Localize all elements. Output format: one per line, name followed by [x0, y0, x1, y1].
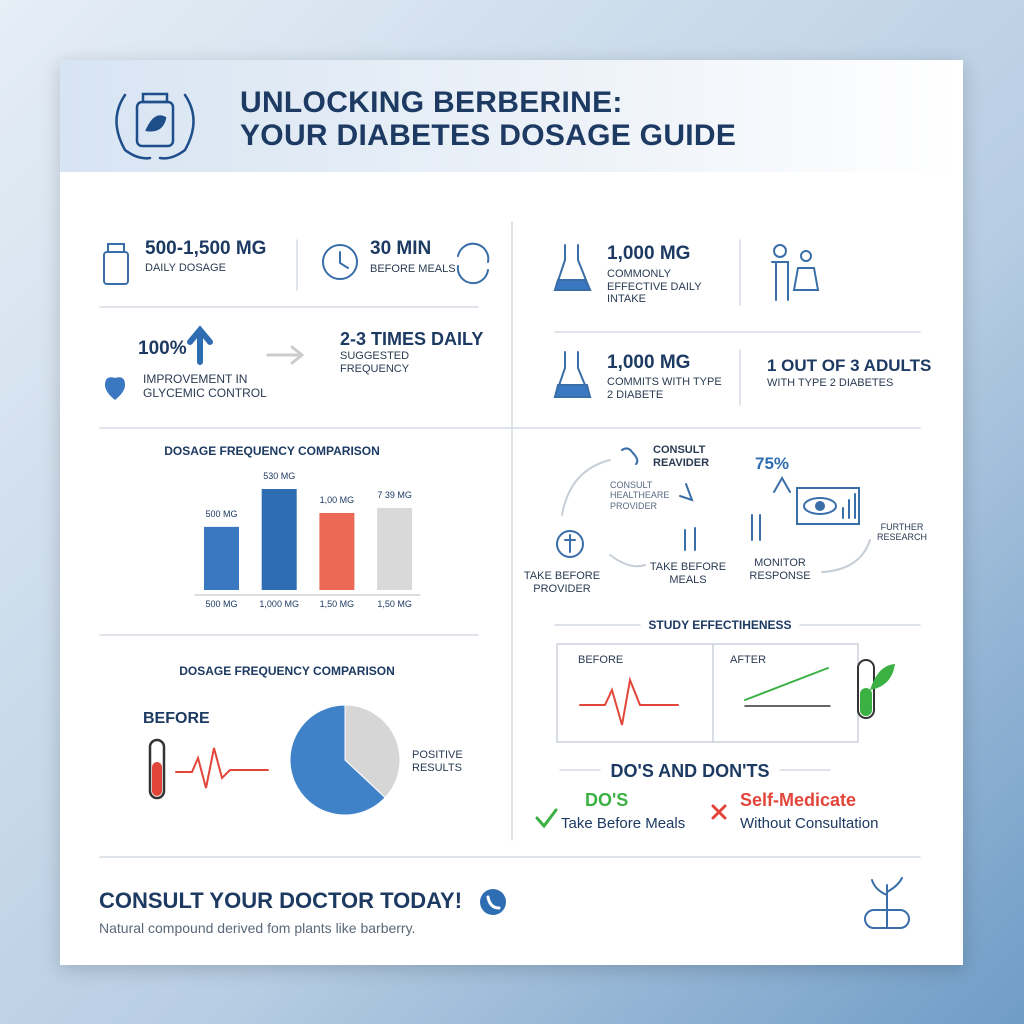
dos-item: Take Before Meals	[561, 815, 686, 832]
x-tick-label: 1,50 MG	[320, 599, 355, 609]
icons	[103, 242, 910, 929]
flow-label: TAKE BEFORE PROVIDER	[523, 570, 601, 595]
bar	[261, 489, 297, 590]
footer-cta: CONSULT YOUR DOCTOR TODAY!	[99, 888, 463, 913]
flow-percent: 75%	[755, 454, 790, 473]
chart-title: DOSAGE FREQUENCY COMPARISON	[179, 664, 395, 678]
stat-label: WITH TYPE 2 DIABETES	[767, 377, 894, 389]
logo	[115, 92, 195, 160]
x-tick-label: 1,000 MG	[259, 599, 299, 609]
flow-label: MONITOR RESPONSE	[749, 557, 811, 582]
flow-label: CONSULT HEALTHEARE PROVIDER	[610, 480, 670, 511]
bar	[204, 526, 239, 590]
footer-note: Natural compound derived fom plants like…	[99, 920, 416, 936]
donts-heading: Self-Medicate	[740, 790, 857, 810]
stat-value: 100%	[138, 338, 187, 359]
title-line: YOUR DIABETES DOSAGE GUIDE	[240, 119, 737, 152]
cross-icon	[711, 804, 727, 820]
stat-value: 1 OUT OF 3 ADULTS	[767, 356, 932, 375]
flow-label: FURTHER RESEARCH	[876, 522, 927, 543]
pie-slice	[289, 704, 386, 816]
pie-label: POSITIVE RESULTS	[412, 749, 463, 774]
header-band	[60, 60, 963, 172]
x-tick-label: 500 MG	[205, 599, 237, 609]
stat-value: 30 MIN	[370, 238, 432, 259]
stat-label: COMMONLY EFFECTIVE DAILY INTAKE	[607, 268, 702, 306]
bar	[377, 507, 413, 590]
stat-label: IMPROVEMENT IN GLYCEMIC CONTROL	[143, 372, 267, 400]
title-line: UNLOCKING BERBERINE:	[240, 86, 623, 119]
stat-value: 1,000 MG	[607, 243, 691, 264]
stat-label: DAILY DOSAGE	[145, 262, 226, 274]
donts-item: Without Consultation	[740, 815, 879, 832]
x-tick-label: 1,50 MG	[377, 599, 412, 609]
charts: 500 MG 500 MG 530 MG 1,000 MG 1,00 MG 1,50 MG…	[194, 471, 421, 816]
before-tube	[148, 738, 269, 800]
stat-label: BEFORE MEALS	[370, 263, 456, 275]
dos-heading: DO'S	[585, 790, 629, 810]
stat-value: 500-1,500 MG	[145, 238, 267, 259]
dividers	[99, 221, 921, 858]
chart-title: DOSAGE FREQUENCY COMPARISON	[164, 444, 380, 458]
bar-annotation: 530 MG	[263, 471, 295, 481]
pie-slice	[344, 704, 401, 799]
bar-annotation: 500 MG	[205, 509, 237, 519]
study-box	[556, 643, 895, 743]
stat-value: 2-3 TIMES DAILY	[340, 329, 484, 349]
flow-label: TAKE BEFORE MEALS	[649, 561, 727, 586]
stat-label: COMMITS WITH TYPE 2 DIABETE	[607, 376, 722, 401]
stat-value: 1,000 MG	[607, 352, 691, 373]
bar-annotation: 1,00 MG	[320, 495, 355, 505]
bar	[319, 512, 355, 590]
before-label: BEFORE	[143, 710, 210, 727]
flow-label: CONSULT REAVIDER	[653, 444, 710, 469]
dos-title: DO'S AND DON'TS	[610, 761, 770, 781]
stat-label: SUGGESTED FREQUENCY	[340, 350, 410, 375]
check-icon	[535, 808, 558, 829]
study-title: STUDY EFFECTIHENESS	[648, 618, 792, 632]
study-label: BEFORE	[578, 654, 624, 666]
study-label: AFTER	[730, 654, 767, 666]
bar-annotation: 7 39 MG	[377, 490, 412, 500]
